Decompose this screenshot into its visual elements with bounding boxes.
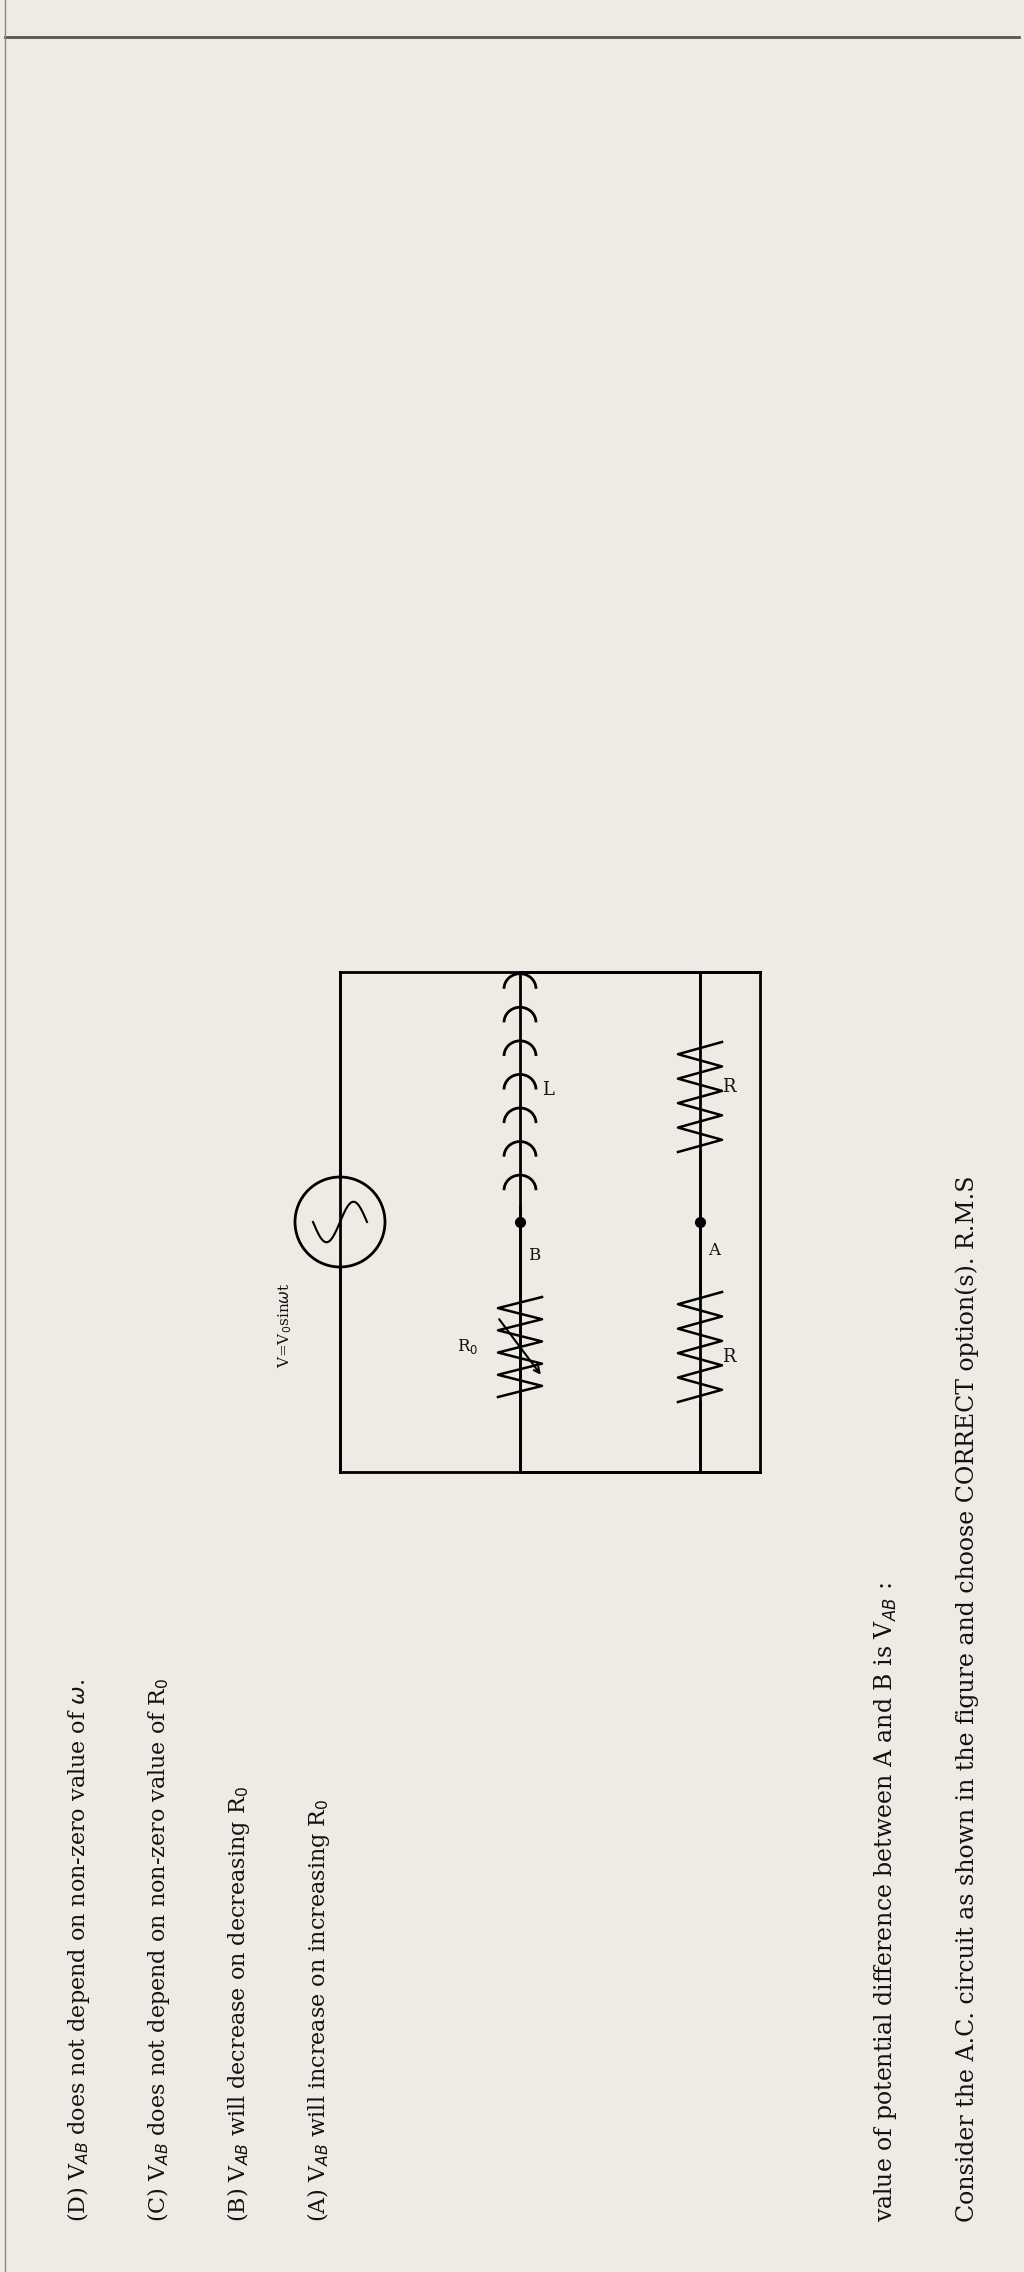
Text: (D) V$_{AB}$ does not depend on non-zero value of $\omega$.: (D) V$_{AB}$ does not depend on non-zero… <box>65 1679 92 2222</box>
Text: R: R <box>722 1077 735 1095</box>
Text: (A) V$_{AB}$ will increase on increasing R$_0$: (A) V$_{AB}$ will increase on increasing… <box>305 1799 332 2222</box>
Text: (B) V$_{AB}$ will decrease on decreasing R$_0$: (B) V$_{AB}$ will decrease on decreasing… <box>225 1786 252 2222</box>
Text: V=V$_0$sin$\omega$t: V=V$_0$sin$\omega$t <box>276 1281 294 1368</box>
Text: R$_0$: R$_0$ <box>457 1338 478 1356</box>
Text: L: L <box>542 1081 554 1097</box>
Text: A: A <box>708 1243 720 1259</box>
Text: value of potential difference between A and B is V$_{AB}$ :: value of potential difference between A … <box>872 1581 899 2222</box>
Text: R: R <box>722 1347 735 1365</box>
Text: Consider the A.C. circuit as shown in the figure and choose CORRECT option(s). R: Consider the A.C. circuit as shown in th… <box>955 1175 979 2222</box>
Text: B: B <box>528 1247 541 1263</box>
Text: (C) V$_{AB}$ does not depend on non-zero value of R$_0$: (C) V$_{AB}$ does not depend on non-zero… <box>145 1677 172 2222</box>
